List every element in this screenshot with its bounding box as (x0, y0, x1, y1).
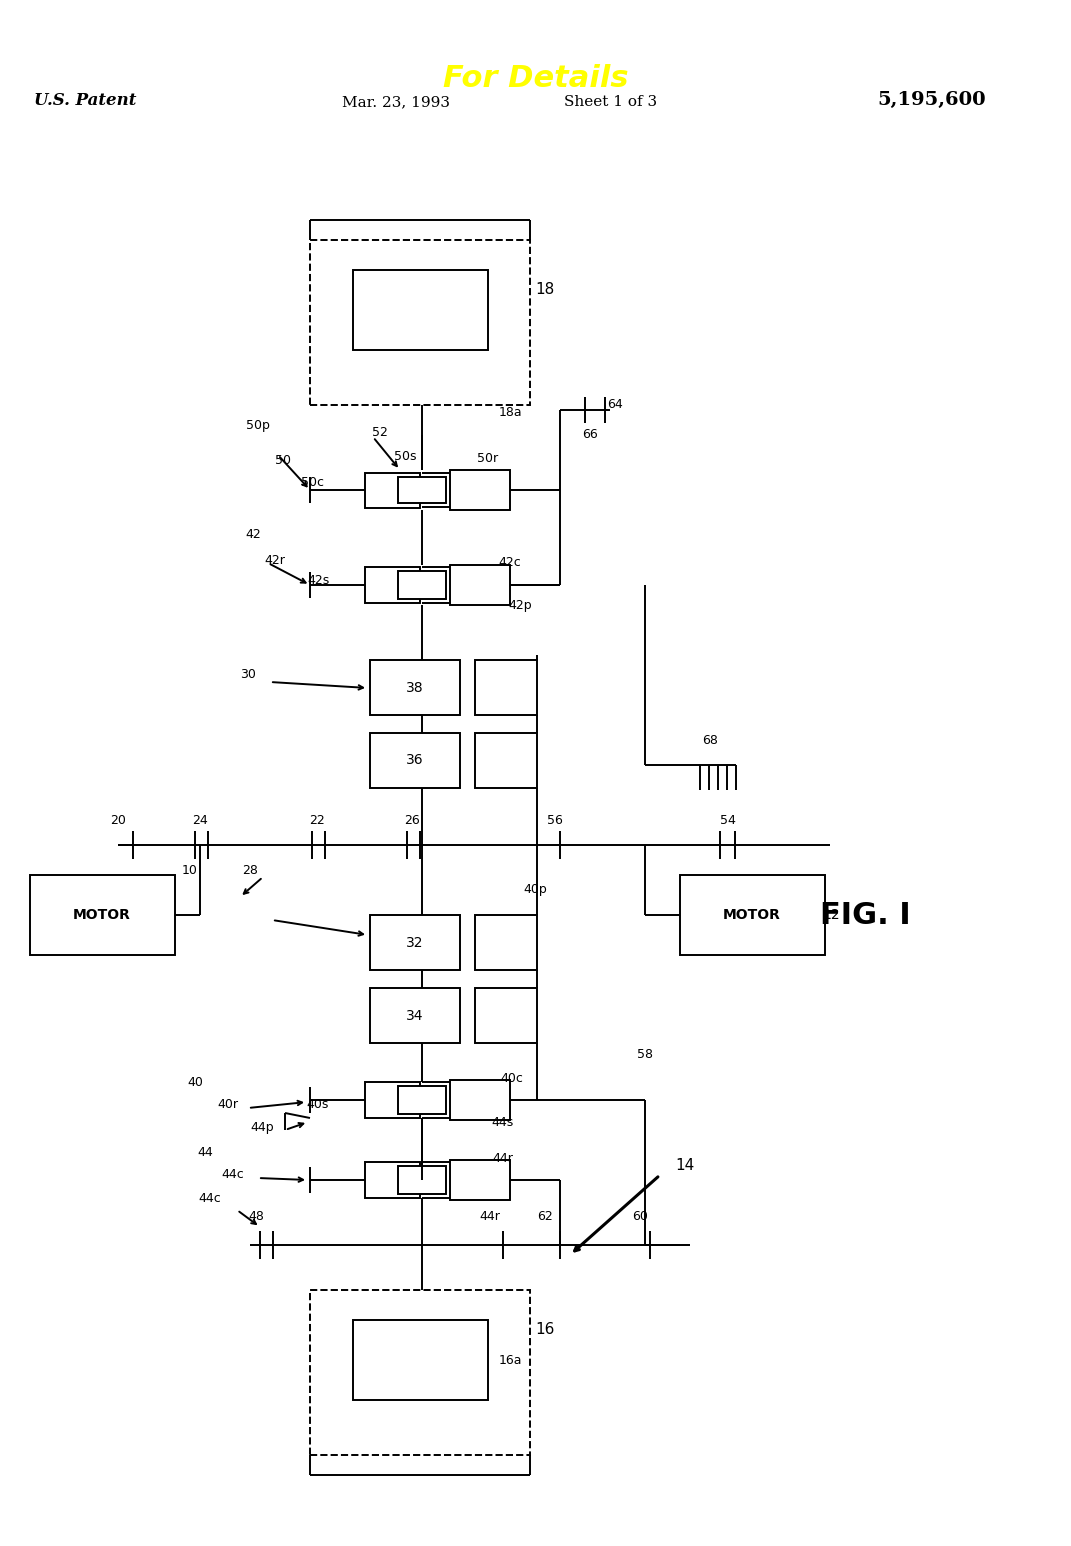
Bar (310, 1289, 530, 1455)
Text: 40r: 40r (217, 1099, 239, 1112)
Bar (365, 567, 420, 603)
Bar (398, 1085, 446, 1115)
Text: 56: 56 (547, 813, 563, 827)
Text: 50r: 50r (478, 451, 499, 464)
Bar (450, 1160, 510, 1200)
Text: 42p: 42p (508, 598, 532, 612)
Text: 40: 40 (187, 1076, 202, 1088)
Bar (398, 570, 446, 598)
Text: 68: 68 (703, 733, 718, 747)
Text: 40c: 40c (500, 1071, 524, 1084)
Text: Mar. 23, 1993: Mar. 23, 1993 (343, 96, 450, 110)
Text: 44p: 44p (251, 1121, 274, 1135)
Text: 64: 64 (607, 399, 623, 411)
Bar (398, 478, 446, 502)
Text: 44: 44 (197, 1146, 213, 1158)
Bar (369, 733, 461, 788)
Text: 60: 60 (632, 1211, 648, 1223)
Text: 44s: 44s (491, 1116, 513, 1129)
Text: 24: 24 (192, 813, 208, 827)
Bar (369, 988, 461, 1044)
Text: Sheet 1 of 3: Sheet 1 of 3 (564, 96, 657, 110)
Bar (476, 733, 537, 788)
Bar (476, 988, 537, 1044)
Text: 5,195,600: 5,195,600 (877, 91, 986, 110)
Bar (369, 660, 461, 714)
Bar (365, 1082, 420, 1118)
Text: 22: 22 (310, 813, 325, 827)
Text: 54: 54 (720, 813, 736, 827)
Text: MOTOR: MOTOR (73, 908, 131, 921)
Text: 34: 34 (406, 1010, 424, 1023)
Text: 10: 10 (182, 864, 198, 877)
Text: 42c: 42c (499, 557, 522, 569)
Bar (365, 1163, 420, 1198)
Bar (365, 473, 420, 509)
Text: 36: 36 (406, 753, 424, 767)
Text: 58: 58 (637, 1048, 653, 1062)
Text: 40p: 40p (523, 883, 547, 897)
Text: FIG. I: FIG. I (820, 900, 910, 929)
Text: 50p: 50p (246, 419, 270, 431)
Bar (310, 240, 530, 405)
Text: U.S. Patent: U.S. Patent (34, 93, 137, 110)
Text: 50: 50 (275, 453, 291, 467)
Text: 32: 32 (406, 935, 424, 949)
Text: 28: 28 (242, 864, 258, 877)
Text: 16a: 16a (498, 1353, 522, 1367)
Text: 18a: 18a (498, 407, 522, 419)
Text: 38: 38 (406, 680, 424, 696)
Text: 14: 14 (676, 1158, 695, 1172)
Text: 40s: 40s (306, 1099, 329, 1112)
Text: 20: 20 (110, 813, 126, 827)
Text: 44r: 44r (480, 1211, 500, 1223)
Text: CLICK HERE: CLICK HERE (489, 28, 582, 42)
Bar (353, 271, 488, 349)
Text: 42: 42 (245, 529, 261, 541)
Text: MOTOR: MOTOR (723, 908, 781, 921)
Text: 12: 12 (823, 908, 840, 921)
Text: 48: 48 (248, 1211, 263, 1223)
Text: 30: 30 (240, 668, 256, 682)
Text: 44c: 44c (198, 1192, 222, 1204)
Bar (450, 470, 510, 510)
Bar (353, 1320, 488, 1401)
Text: 44r: 44r (493, 1152, 513, 1164)
Text: 50s: 50s (394, 450, 417, 464)
Text: 62: 62 (538, 1211, 553, 1223)
Bar (450, 1081, 510, 1119)
Bar (398, 1166, 446, 1194)
Text: 42s: 42s (307, 574, 329, 586)
Bar (680, 875, 825, 955)
Text: 26: 26 (404, 813, 420, 827)
Text: For Details: For Details (442, 63, 629, 93)
Bar (476, 660, 537, 714)
Text: 52: 52 (372, 427, 388, 439)
Text: 44c: 44c (222, 1169, 244, 1181)
Bar (450, 564, 510, 604)
Text: 42r: 42r (265, 553, 286, 566)
Bar (369, 915, 461, 969)
Text: 66: 66 (583, 428, 598, 442)
Text: 50c: 50c (302, 476, 325, 489)
Text: 18: 18 (536, 283, 555, 297)
Text: 16: 16 (536, 1322, 555, 1337)
Bar (476, 915, 537, 969)
Bar (30, 875, 175, 955)
